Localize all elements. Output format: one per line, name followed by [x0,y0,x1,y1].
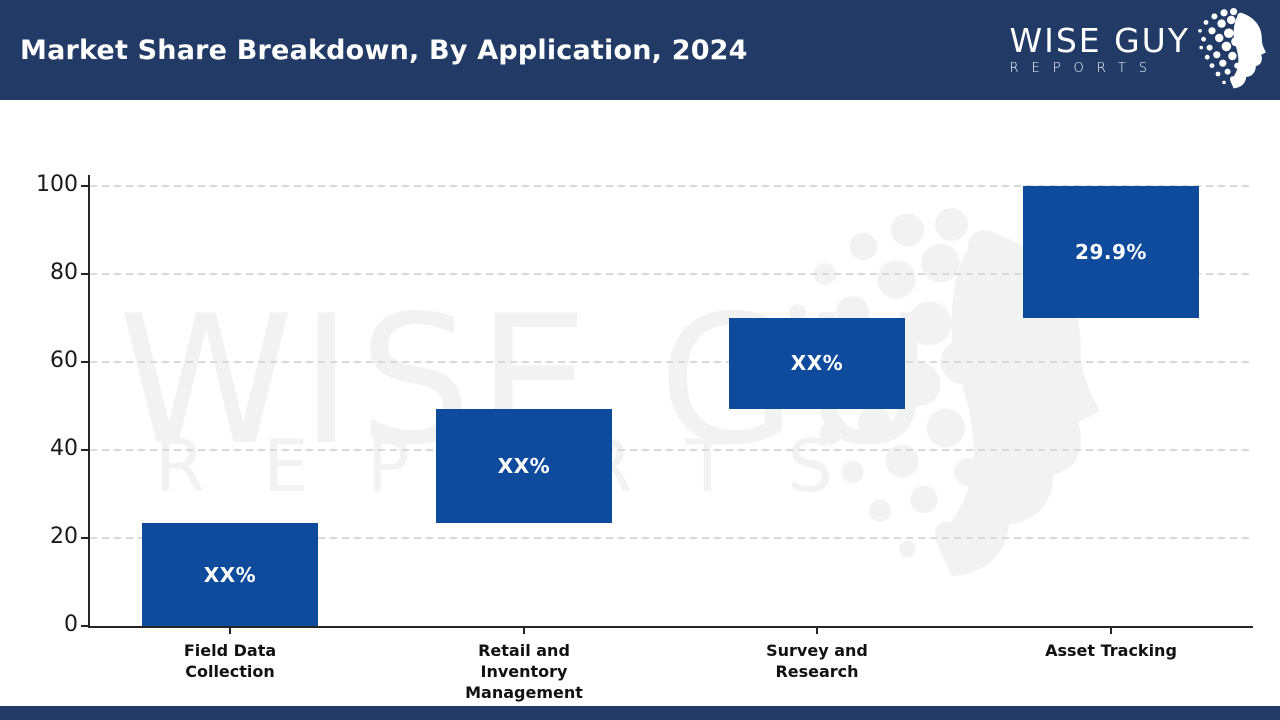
y-tick-mark-80 [81,273,88,275]
gridline-60 [90,361,1253,363]
bar-value-label-survey-and-research: XX% [790,351,844,376]
bar-value-label-field-data-collection: XX% [203,562,257,587]
gridline-20 [90,537,1253,539]
x-category-label-field-data-collection: Field Data Collection [183,641,277,681]
bar-value-label-asset-tracking: 29.9% [1075,239,1147,264]
bar-field-data-collection: XX% [142,523,318,626]
chart-title: Market Share Breakdown, By Application, … [20,34,748,66]
y-tick-label-100: 100 [36,172,78,197]
y-tick-label-40: 40 [50,436,78,461]
x-tick-mark-survey-and-research [816,628,818,634]
y-tick-mark-20 [81,537,88,539]
footer-bar [0,706,1280,720]
header-bar: Market Share Breakdown, By Application, … [0,0,1280,100]
y-tick-label-0: 0 [64,612,78,637]
brand-logo: WISE GUY REPORTS [1009,8,1266,92]
x-category-label-survey-and-research: Survey and Research [766,641,868,681]
y-tick-label-60: 60 [50,348,78,373]
brand-logo-text: WISE GUY REPORTS [1009,21,1190,77]
brand-subtitle: REPORTS [1009,61,1161,76]
y-tick-mark-40 [81,449,88,451]
bar-asset-tracking: 29.9% [1023,186,1199,318]
y-tick-mark-100 [81,185,88,187]
x-tick-mark-asset-tracking [1110,628,1112,634]
y-tick-mark-60 [81,361,88,363]
gridline-40 [90,449,1253,451]
y-tick-label-80: 80 [50,260,78,285]
gridline-80 [90,273,1253,275]
y-tick-label-20: 20 [50,524,78,549]
bar-survey-and-research: XX% [729,317,905,410]
brand-face-icon [1198,8,1266,89]
x-category-label-asset-tracking: Asset Tracking [1045,641,1177,660]
y-axis-line [88,175,90,628]
y-tick-mark-0 [81,625,88,627]
bar-value-label-retail-and-inventory-management: XX% [497,454,551,479]
x-tick-mark-retail-and-inventory-management [523,628,525,634]
gridline-100 [90,185,1253,187]
x-axis-line [88,626,1253,628]
x-tick-mark-field-data-collection [229,628,231,634]
x-category-label-retail-and-inventory-management: Retail and Inventory Management [465,641,583,702]
brand-name: WISE GUY [1009,21,1190,60]
bar-retail-and-inventory-management: XX% [436,409,612,524]
